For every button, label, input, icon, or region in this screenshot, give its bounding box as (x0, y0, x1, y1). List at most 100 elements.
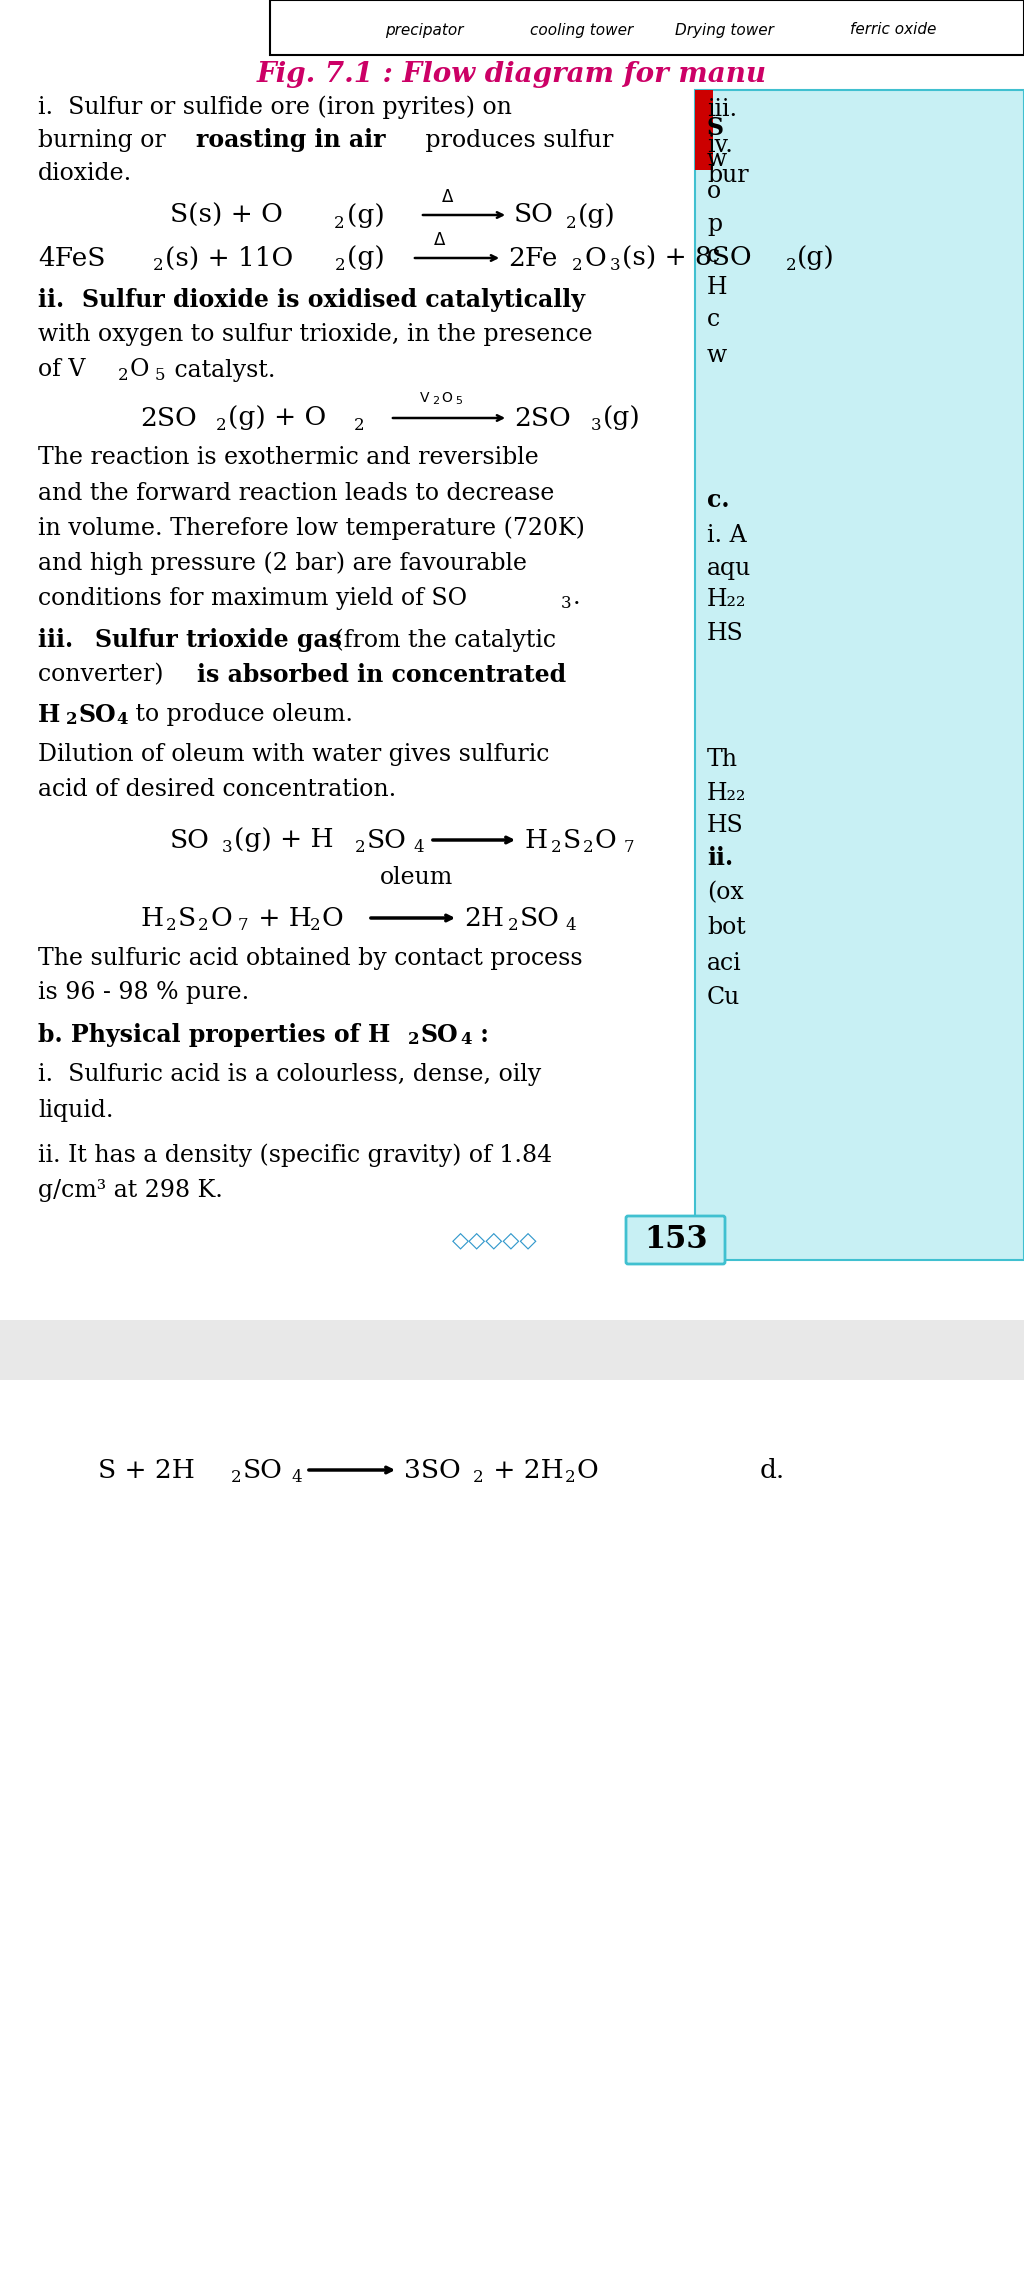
Text: liquid.: liquid. (38, 1097, 114, 1122)
Text: w: w (707, 343, 727, 366)
Text: of V: of V (38, 359, 85, 382)
Text: 3SO: 3SO (404, 1459, 461, 1484)
Text: ii.: ii. (38, 289, 73, 311)
Text: 2: 2 (508, 918, 518, 934)
Text: (g): (g) (347, 202, 393, 227)
Text: 2: 2 (335, 257, 346, 275)
Text: + H: + H (250, 907, 312, 932)
Text: c: c (707, 245, 720, 268)
Text: (ox: (ox (707, 882, 743, 904)
Text: iii.: iii. (38, 627, 81, 652)
Text: b. Physical properties of H: b. Physical properties of H (38, 1022, 390, 1047)
Text: (g) + H: (g) + H (234, 827, 334, 852)
Text: Δ: Δ (434, 232, 445, 250)
Text: The sulfuric acid obtained by contact process: The sulfuric acid obtained by contact pr… (38, 947, 583, 970)
Text: Dilution of oleum with water gives sulfuric: Dilution of oleum with water gives sulfu… (38, 743, 549, 766)
Text: i.  Sulfuric acid is a colourless, dense, oily: i. Sulfuric acid is a colourless, dense,… (38, 1063, 542, 1086)
Text: 2Fe: 2Fe (508, 245, 557, 270)
Text: 4: 4 (291, 1470, 302, 1486)
Text: iii.: iii. (707, 98, 737, 120)
Text: (s) + 8SO: (s) + 8SO (622, 245, 752, 270)
Text: O: O (210, 907, 231, 932)
Text: Th: Th (707, 747, 738, 772)
Text: bot: bot (707, 916, 745, 938)
Text: 4FeS: 4FeS (38, 245, 105, 270)
Text: is absorbed in concentrated: is absorbed in concentrated (197, 663, 566, 686)
Text: 2: 2 (118, 366, 129, 384)
Text: and the forward reaction leads to decrease: and the forward reaction leads to decrea… (38, 482, 554, 504)
Text: S: S (563, 827, 582, 852)
Text: SO: SO (367, 827, 407, 852)
Text: SO: SO (520, 907, 560, 932)
Text: 3: 3 (591, 418, 602, 434)
Text: H₂₂: H₂₂ (707, 588, 746, 611)
Bar (695, 91, 1024, 1261)
Text: 2: 2 (310, 918, 321, 934)
Text: Cu: Cu (707, 986, 740, 1009)
FancyBboxPatch shape (626, 1216, 725, 1263)
Text: S: S (707, 116, 724, 141)
Text: O: O (595, 827, 616, 852)
Text: O: O (584, 245, 606, 270)
Text: 7: 7 (624, 838, 635, 857)
Text: 3: 3 (222, 838, 232, 857)
Text: aqu: aqu (707, 557, 752, 579)
Text: precipator: precipator (385, 23, 464, 39)
Text: + 2H: + 2H (485, 1459, 564, 1484)
Text: (g): (g) (347, 245, 393, 270)
Text: 2: 2 (572, 257, 583, 275)
Text: 2: 2 (198, 918, 209, 934)
Text: 2: 2 (354, 418, 365, 434)
Text: V: V (420, 391, 429, 404)
Text: ii.: ii. (707, 845, 733, 870)
Text: 4: 4 (565, 918, 575, 934)
Text: in volume. Therefore low temperature (720K): in volume. Therefore low temperature (72… (38, 516, 585, 541)
Text: O: O (577, 1459, 599, 1484)
Text: S + 2H: S + 2H (98, 1459, 195, 1484)
Text: The reaction is exothermic and reversible: The reaction is exothermic and reversibl… (38, 448, 539, 470)
Text: to produce oleum.: to produce oleum. (128, 704, 353, 727)
Text: .: . (573, 586, 581, 609)
Text: (g): (g) (578, 202, 615, 227)
Text: c.: c. (707, 488, 729, 511)
Text: bur: bur (707, 164, 749, 186)
Text: O: O (441, 391, 452, 404)
Text: g/cm³ at 298 K.: g/cm³ at 298 K. (38, 1179, 223, 1202)
Text: 2SO: 2SO (514, 404, 570, 429)
Text: 4: 4 (460, 1031, 471, 1047)
Text: 4: 4 (116, 711, 128, 729)
Text: SO: SO (243, 1459, 283, 1484)
Text: d.: d. (760, 1459, 785, 1484)
Text: o: o (707, 179, 721, 204)
Text: ◇◇◇◇◇: ◇◇◇◇◇ (452, 1229, 538, 1250)
Text: 2H: 2H (464, 907, 504, 932)
Text: 3: 3 (561, 595, 571, 611)
Text: 2: 2 (66, 711, 78, 729)
Text: :: : (472, 1022, 488, 1047)
Text: Sulfur trioxide gas: Sulfur trioxide gas (95, 627, 342, 652)
Text: (s) + 11O: (s) + 11O (165, 245, 293, 270)
Text: 2SO: 2SO (140, 404, 197, 429)
Text: 2: 2 (153, 257, 164, 275)
Text: H: H (524, 827, 547, 852)
Text: conditions for maximum yield of SO: conditions for maximum yield of SO (38, 586, 467, 609)
Text: SO: SO (78, 702, 116, 727)
Text: (from the catalytic: (from the catalytic (327, 629, 556, 652)
Text: 2: 2 (583, 838, 594, 857)
Text: Fig. 7.1 : Flow diagram for manu: Fig. 7.1 : Flow diagram for manu (257, 61, 767, 89)
Text: 2: 2 (334, 214, 345, 232)
Bar (695, 91, 713, 170)
Text: 2: 2 (551, 838, 561, 857)
Text: catalyst.: catalyst. (167, 359, 275, 382)
Text: (g): (g) (603, 404, 641, 429)
Text: O: O (130, 359, 150, 382)
Text: H: H (140, 907, 163, 932)
Text: aci: aci (707, 952, 741, 975)
Text: HS: HS (707, 623, 743, 645)
Text: (g): (g) (797, 245, 835, 270)
Text: ferric oxide: ferric oxide (850, 23, 936, 39)
Text: p: p (707, 214, 722, 236)
Text: H: H (38, 702, 60, 727)
Text: SO: SO (170, 827, 210, 852)
Text: S: S (178, 907, 197, 932)
